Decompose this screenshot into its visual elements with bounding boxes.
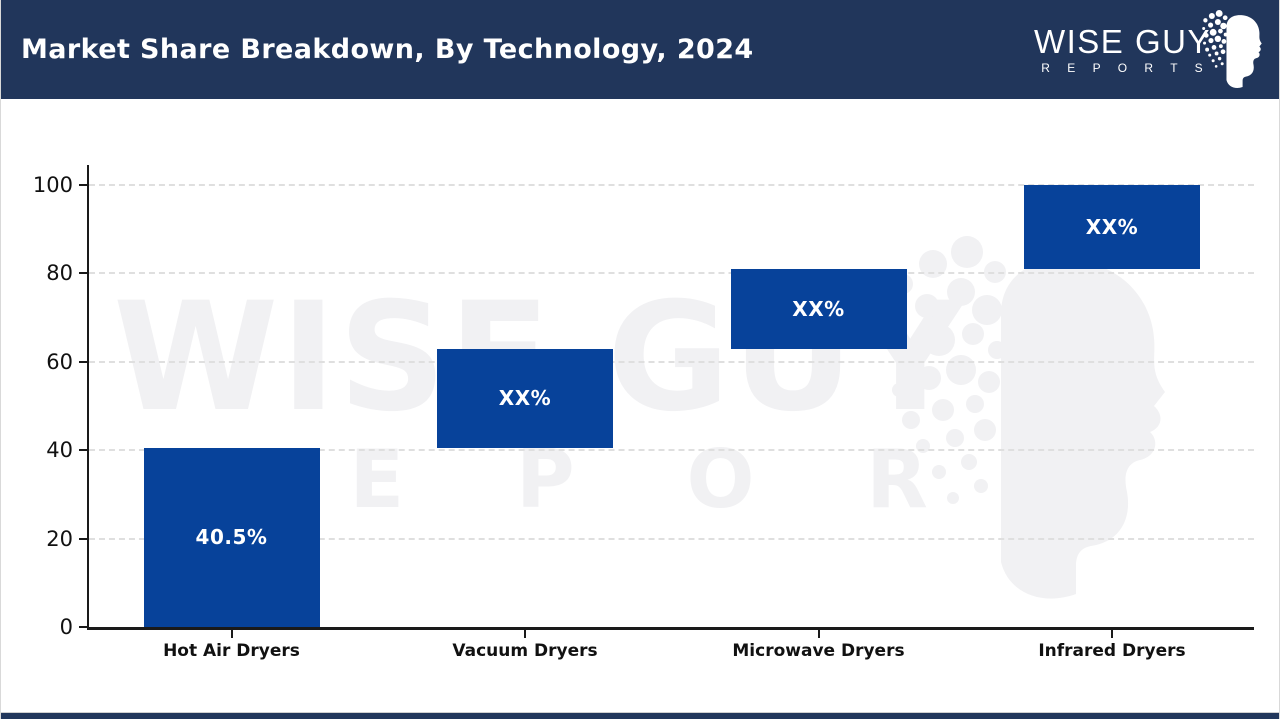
bar-hot-air-dryers: 40.5% bbox=[143, 447, 320, 627]
y-tick-label-80: 80 bbox=[46, 261, 73, 286]
bar-value-label: XX% bbox=[498, 386, 552, 411]
y-tick-60 bbox=[79, 360, 87, 363]
bar-infrared-dryers: XX% bbox=[1024, 185, 1200, 269]
gridline-40 bbox=[89, 449, 1254, 452]
x-tick-2 bbox=[524, 630, 526, 638]
x-tick-1 bbox=[230, 630, 233, 638]
bar-value-label: XX% bbox=[1085, 214, 1139, 239]
watermark-face-icon bbox=[888, 236, 1165, 599]
category-label-hot-air-dryers: Hot Air Dryers bbox=[163, 641, 300, 661]
y-tick-20 bbox=[79, 537, 87, 540]
y-tick-80 bbox=[79, 272, 87, 275]
brand-name: WISE GUY bbox=[1033, 22, 1211, 60]
watermark-brand-subtext: R E P O R T S bbox=[176, 433, 1137, 600]
category-label-infrared-dryers: Infrared Dryers bbox=[1038, 641, 1186, 661]
bar-microwave-dryers: XX% bbox=[730, 268, 907, 349]
bar-vacuum-dryers: XX% bbox=[437, 348, 613, 448]
y-tick-label-40: 40 bbox=[46, 438, 73, 463]
y-tick-label-0: 0 bbox=[59, 615, 73, 639]
wiseguy-face-icon bbox=[1202, 9, 1262, 88]
gridline-100 bbox=[89, 184, 1254, 186]
header-banner: Market Share Breakdown, By Technology, 2… bbox=[1, 0, 1279, 99]
y-tick-label-20: 20 bbox=[46, 526, 73, 551]
brand-subname: R E P O R T S bbox=[1041, 60, 1210, 75]
footer-bar bbox=[1, 712, 1279, 719]
brand-text: WISE GUY R E P O R T S bbox=[1034, 25, 1211, 75]
x-axis-line bbox=[87, 627, 1254, 630]
gridline-20 bbox=[89, 537, 1254, 540]
y-tick-40 bbox=[79, 449, 87, 452]
y-axis-line bbox=[87, 165, 89, 629]
x-tick-4 bbox=[1111, 630, 1113, 638]
category-label-microwave-dryers: Microwave Dryers bbox=[732, 641, 905, 661]
page-title: Market Share Breakdown, By Technology, 2… bbox=[21, 34, 754, 65]
x-tick-3 bbox=[817, 630, 820, 638]
gridline-80 bbox=[89, 272, 1254, 275]
category-label-vacuum-dryers: Vacuum Dryers bbox=[452, 641, 598, 661]
bar-value-label: XX% bbox=[792, 296, 845, 321]
brand-logo: WISE GUY R E P O R T S bbox=[1034, 7, 1279, 93]
bar-value-label: 40.5% bbox=[195, 525, 268, 550]
y-tick-label-100: 100 bbox=[32, 173, 73, 197]
y-tick-100 bbox=[79, 184, 87, 186]
y-tick-label-60: 60 bbox=[46, 349, 73, 374]
gridline-60 bbox=[89, 360, 1254, 363]
y-tick-0 bbox=[79, 626, 87, 628]
